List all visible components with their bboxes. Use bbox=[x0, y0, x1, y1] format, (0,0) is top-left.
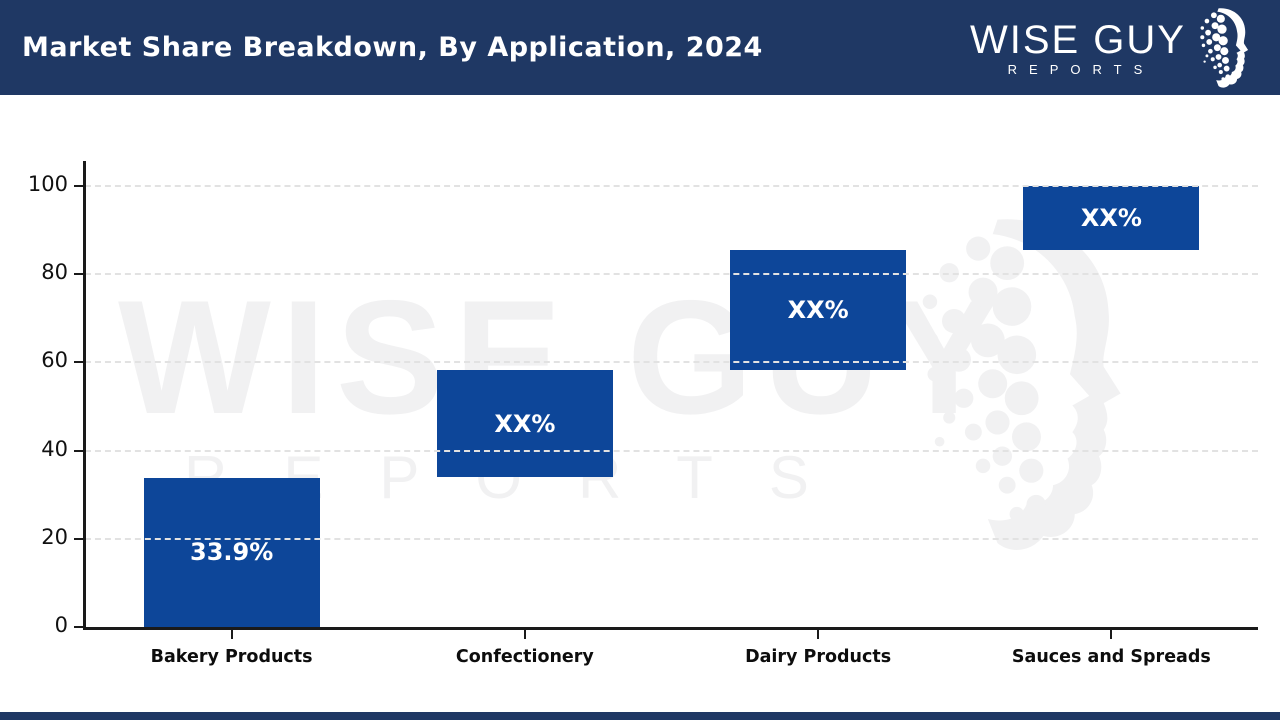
x-axis-tick bbox=[1110, 629, 1113, 639]
x-category-label: Confectionery bbox=[455, 647, 594, 667]
logo-wordmark: WISE GUY bbox=[969, 17, 1186, 62]
x-category-label: Dairy Products bbox=[745, 647, 892, 667]
wiseguy-logo: WISE GUY REPORTS bbox=[970, 6, 1258, 90]
y-tick-label: 40 bbox=[41, 436, 68, 461]
y-axis-tick bbox=[74, 273, 83, 276]
bar-sauces-and-spreads bbox=[1023, 186, 1200, 250]
bar-bakery-products bbox=[143, 477, 320, 627]
bar-dairy-products bbox=[730, 249, 907, 371]
x-axis-tick bbox=[230, 629, 233, 639]
y-axis-tick bbox=[74, 449, 83, 452]
y-axis-tick bbox=[74, 185, 83, 187]
bar-value-label: 33.9% bbox=[189, 538, 274, 567]
y-tick-label: 100 bbox=[27, 172, 68, 196]
y-tick-label: 20 bbox=[41, 524, 68, 549]
page-title: Market Share Breakdown, By Application, … bbox=[22, 32, 763, 63]
y-axis-tick bbox=[74, 361, 83, 364]
gridline bbox=[85, 273, 1258, 276]
y-tick-label: 0 bbox=[54, 613, 68, 637]
x-category-label: Bakery Products bbox=[150, 647, 313, 667]
header: Market Share Breakdown, By Application, … bbox=[0, 0, 1280, 95]
x-category-label: Sauces and Spreads bbox=[1011, 647, 1211, 667]
y-axis-tick bbox=[74, 626, 83, 628]
gridline bbox=[85, 185, 1258, 187]
wiseguy-face-icon bbox=[1200, 7, 1249, 88]
chart-area: WISE GUY REPORTS 0 20 40 60 80 100 33.9% Bakery… bbox=[0, 95, 1280, 712]
y-axis-tick bbox=[74, 537, 83, 540]
bar-value-label: XX% bbox=[494, 409, 556, 438]
bar-value-label: XX% bbox=[1080, 203, 1142, 232]
waterfall-chart: 0 20 40 60 80 100 33.9% Bakery Products XX% Confe… bbox=[0, 95, 1280, 712]
x-axis-tick bbox=[817, 629, 820, 639]
gridline bbox=[85, 449, 1258, 452]
y-tick-label: 60 bbox=[41, 348, 68, 373]
x-axis-tick bbox=[523, 629, 526, 639]
logo-subtext: REPORTS bbox=[1007, 61, 1155, 77]
footer-bar bbox=[0, 712, 1280, 720]
bar-confectionery bbox=[436, 370, 613, 478]
x-axis-line bbox=[83, 627, 1258, 630]
y-axis-line bbox=[83, 161, 86, 629]
gridline bbox=[85, 537, 1258, 540]
watermark-face-icon bbox=[921, 219, 1121, 550]
gridline bbox=[85, 361, 1258, 364]
logo-text: WISE GUY REPORTS bbox=[970, 20, 1186, 76]
bar-value-label: XX% bbox=[787, 296, 849, 325]
y-tick-label: 80 bbox=[41, 260, 68, 285]
